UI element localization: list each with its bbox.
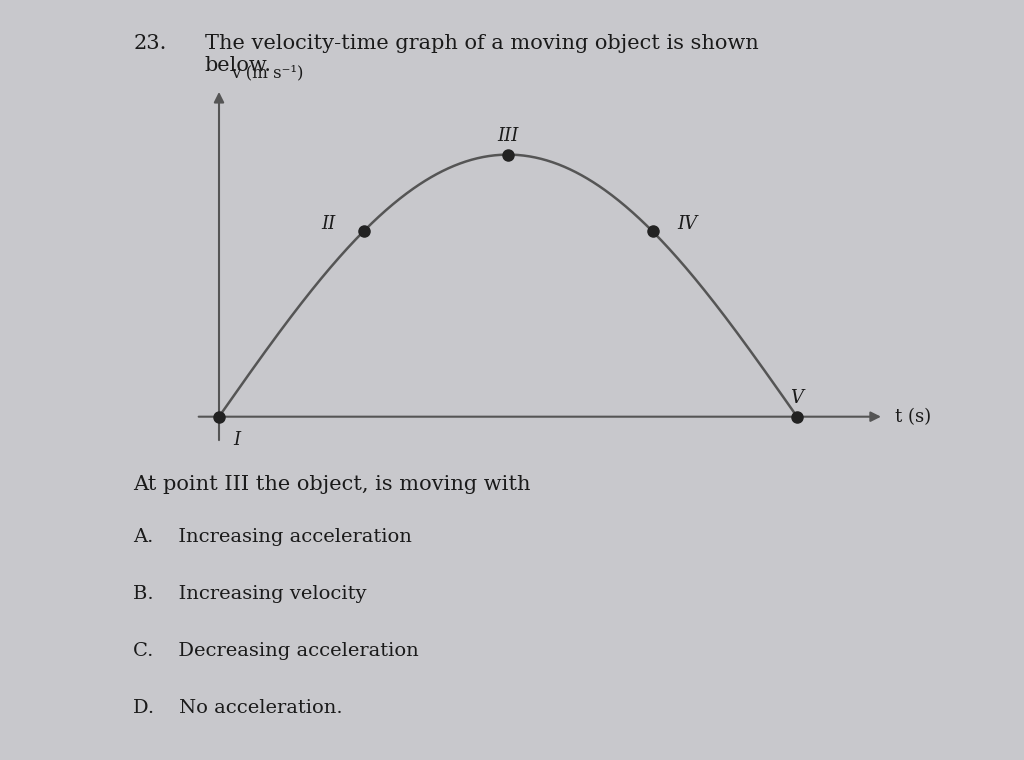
Text: IV: IV (677, 214, 697, 233)
Text: V: V (791, 389, 804, 407)
Text: v (m s⁻¹): v (m s⁻¹) (230, 65, 303, 81)
Text: At point III the object, is moving with: At point III the object, is moving with (133, 475, 530, 494)
Text: 23.: 23. (133, 34, 167, 53)
Text: The velocity-time graph of a moving object is shown
below.: The velocity-time graph of a moving obje… (205, 34, 759, 75)
Text: B.    Increasing velocity: B. Increasing velocity (133, 585, 367, 603)
Text: I: I (232, 431, 240, 449)
Text: III: III (498, 127, 519, 145)
Text: II: II (322, 214, 336, 233)
Text: C.    Decreasing acceleration: C. Decreasing acceleration (133, 642, 419, 660)
Text: D.    No acceleration.: D. No acceleration. (133, 699, 343, 717)
Text: t (s): t (s) (895, 407, 932, 426)
Text: A.    Increasing acceleration: A. Increasing acceleration (133, 528, 412, 546)
